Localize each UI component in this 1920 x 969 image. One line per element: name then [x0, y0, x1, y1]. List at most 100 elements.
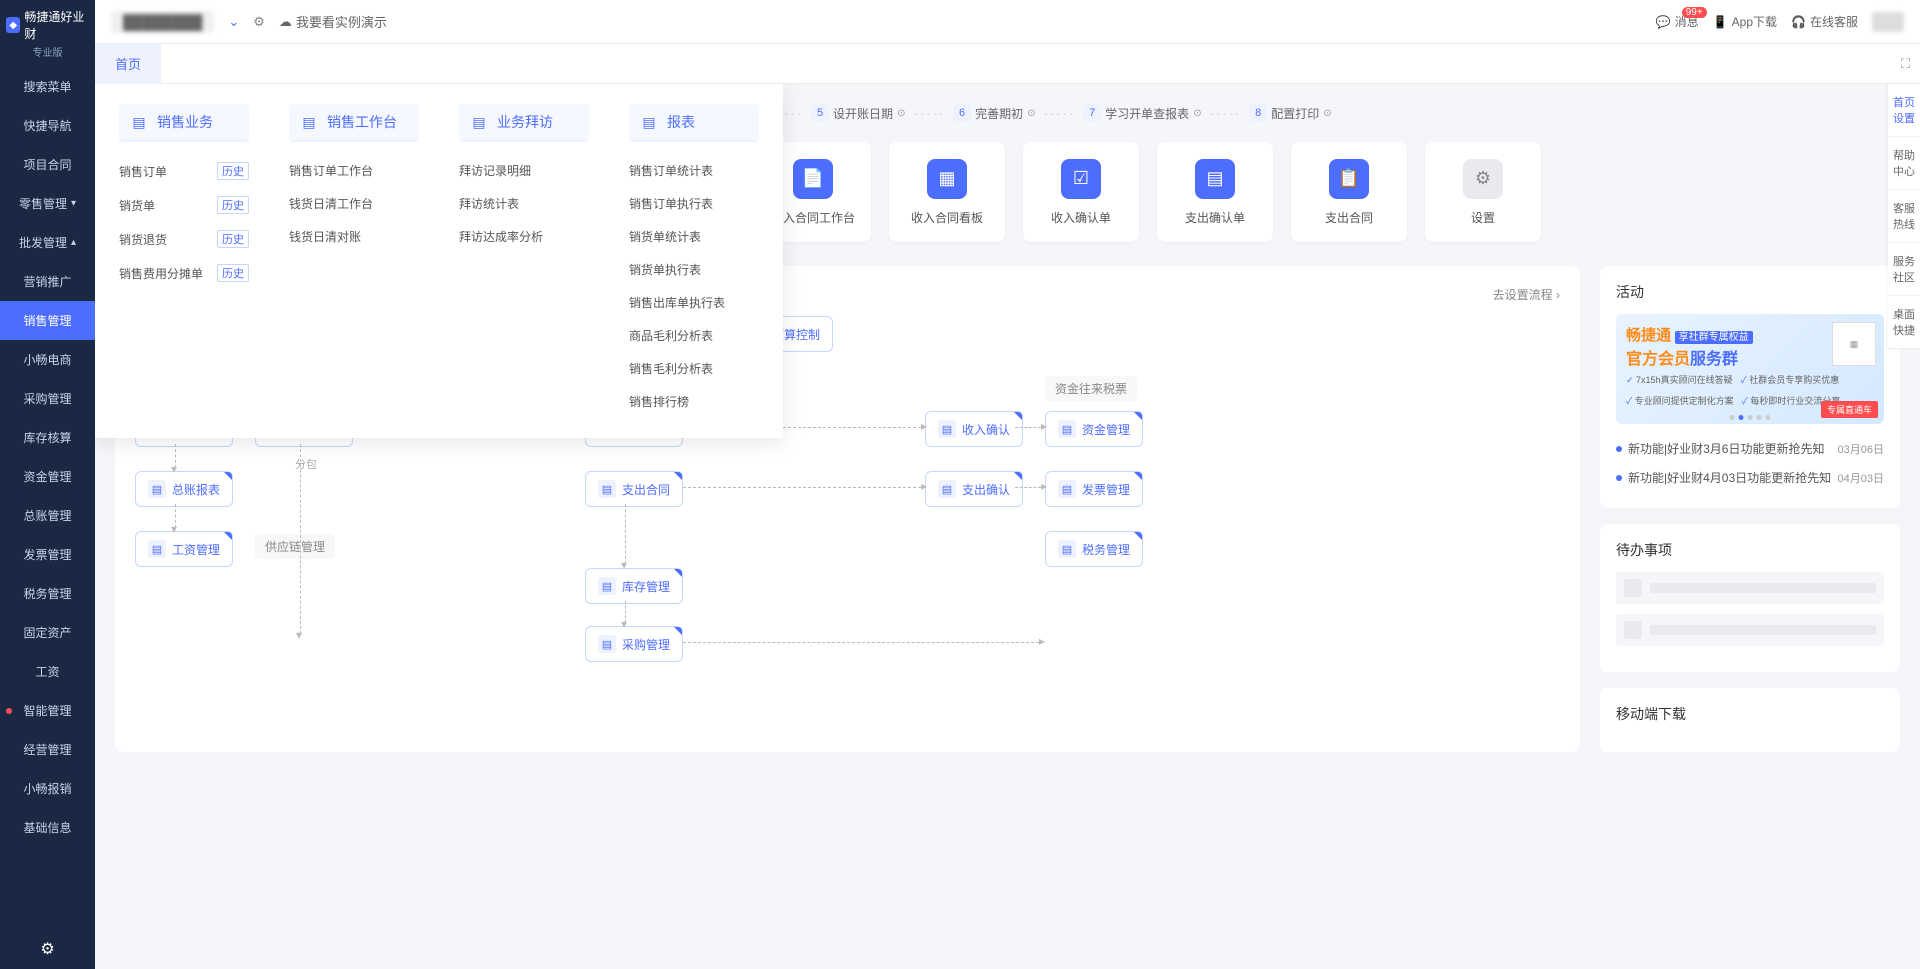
mega-item-1-1[interactable]: 钱货日清工作台	[289, 187, 419, 220]
sidebar-item-3[interactable]: 零售管理▾	[0, 184, 95, 223]
history-tag[interactable]: 历史	[217, 264, 249, 282]
tile-icon: ▦	[927, 159, 967, 199]
mega-item-2-2[interactable]: 拜访达成率分析	[459, 220, 589, 253]
user-avatar[interactable]	[1872, 12, 1904, 32]
flow-node-tax[interactable]: ▤税务管理	[1045, 531, 1143, 567]
sidebar-item-0[interactable]: 搜索菜单	[0, 67, 95, 106]
company-settings-icon[interactable]: ⚙	[253, 14, 265, 30]
news-date: 04月03日	[1838, 470, 1884, 486]
news-item-0[interactable]: 新功能|好业财3月6日功能更新抢先知03月06日	[1616, 434, 1884, 463]
step-6[interactable]: 6完善期初⊙	[953, 104, 1035, 122]
tile-5[interactable]: ⚙设置	[1425, 142, 1541, 242]
flow-node-purchase[interactable]: ▤采购管理	[585, 626, 683, 662]
rail-item-0[interactable]: 首页设置	[1888, 84, 1920, 137]
doc-icon: ▤	[1058, 540, 1076, 558]
mega-item-0-1[interactable]: 销货单历史	[119, 188, 249, 222]
step-5[interactable]: 5设开账日期⊙	[811, 104, 905, 122]
step-8[interactable]: 8配置打印⊙	[1249, 104, 1331, 122]
mega-item-3-4[interactable]: 销售出库单执行表	[629, 286, 759, 319]
news-item-1[interactable]: 新功能|好业财4月03日功能更新抢先知04月03日	[1616, 463, 1884, 492]
mega-item-3-2[interactable]: 销货单统计表	[629, 220, 759, 253]
history-tag[interactable]: 历史	[217, 162, 249, 180]
customer-service-button[interactable]: 🎧 在线客服	[1791, 13, 1858, 30]
mega-item-3-5[interactable]: 商品毛利分析表	[629, 319, 759, 352]
mega-item-3-3[interactable]: 销货单执行表	[629, 253, 759, 286]
promo-sub: 专业顾问提供定制化方案	[1626, 394, 1734, 407]
mega-item-1-2[interactable]: 钱货日清对账	[289, 220, 419, 253]
doc-icon: ▤	[598, 577, 616, 595]
flow-node-ledger[interactable]: ▤总账报表	[135, 471, 233, 507]
flow-settings-link[interactable]: 去设置流程 ›	[1493, 286, 1560, 303]
fullscreen-icon[interactable]: ⛶	[1901, 56, 1910, 72]
quick-tiles: 📄收入合同工作台▦收入合同看板☑收入确认单▤支出确认单📋支出合同⚙设置	[755, 142, 1900, 242]
tile-3[interactable]: ▤支出确认单	[1157, 142, 1273, 242]
mega-item-2-0[interactable]: 拜访记录明细	[459, 154, 589, 187]
todo-title: 待办事项	[1616, 540, 1884, 560]
demo-link[interactable]: ☁ 我要看实例演示	[279, 12, 387, 31]
sidebar-item-6[interactable]: 销售管理	[0, 301, 95, 340]
rail-item-3[interactable]: 服务社区	[1888, 243, 1920, 296]
flow-node-expense-confirm[interactable]: ▤支出确认	[925, 471, 1023, 507]
mega-item-0-3[interactable]: 销售费用分摊单历史	[119, 256, 249, 290]
promo-banner[interactable]: 畅捷通 享社群专属权益 官方会员服务群 7x15h真实顾问在线答疑社群会员专享购…	[1616, 314, 1884, 424]
sidebar-item-9[interactable]: 库存核算	[0, 418, 95, 457]
flow-node-fund[interactable]: ▤资金管理	[1045, 411, 1143, 447]
mega-item-3-6[interactable]: 销售毛利分析表	[629, 352, 759, 385]
app-download-label: App下载	[1732, 13, 1777, 30]
step-7[interactable]: 7学习开单查报表⊙	[1083, 104, 1201, 122]
sidebar-item-14[interactable]: 固定资产	[0, 613, 95, 652]
flow-node-invoice[interactable]: ▤发票管理	[1045, 471, 1143, 507]
rail-item-1[interactable]: 帮助中心	[1888, 137, 1920, 190]
history-tag[interactable]: 历史	[217, 196, 249, 214]
mega-item-3-1[interactable]: 销售订单执行表	[629, 187, 759, 220]
sidebar-item-2[interactable]: 项目合同	[0, 145, 95, 184]
sidebar-item-7[interactable]: 小畅电商	[0, 340, 95, 379]
sidebar-item-1[interactable]: 快捷导航	[0, 106, 95, 145]
node-label: 支出合同	[622, 481, 670, 498]
company-caret-icon[interactable]: ⌄	[228, 14, 239, 30]
tab-home[interactable]: 首页	[95, 44, 161, 84]
sidebar-item-19[interactable]: 基础信息	[0, 808, 95, 847]
sidebar-settings-icon[interactable]: ⚙	[0, 929, 95, 969]
messages-button[interactable]: 💬 消息 99+	[1656, 13, 1699, 30]
sidebar-item-13[interactable]: 税务管理	[0, 574, 95, 613]
sidebar-item-8[interactable]: 采购管理	[0, 379, 95, 418]
sidebar-item-4[interactable]: 批发管理▴	[0, 223, 95, 262]
sidebar-item-12[interactable]: 发票管理	[0, 535, 95, 574]
sidebar-item-16[interactable]: 智能管理	[0, 691, 95, 730]
flow-node-expense-contract[interactable]: ▤支出合同	[585, 471, 683, 507]
promo-cta[interactable]: 专属直通车	[1821, 401, 1878, 418]
app-download-button[interactable]: 📱 App下载	[1713, 13, 1777, 30]
history-tag[interactable]: 历史	[217, 230, 249, 248]
flow-node-inventory[interactable]: ▤库存管理	[585, 568, 683, 604]
sidebar-item-17[interactable]: 经营管理	[0, 730, 95, 769]
mega-item-0-2[interactable]: 销货退货历史	[119, 222, 249, 256]
mega-item-2-1[interactable]: 拜访统计表	[459, 187, 589, 220]
flow-node-salary[interactable]: ▤工资管理	[135, 531, 233, 567]
promo-brand: 畅捷通	[1626, 327, 1671, 344]
tile-4[interactable]: 📋支出合同	[1291, 142, 1407, 242]
rail-item-2[interactable]: 客服热线	[1888, 190, 1920, 243]
mobile-title: 移动端下载	[1616, 704, 1884, 724]
carousel-dots[interactable]	[1730, 415, 1771, 420]
company-selector[interactable]: ████████	[111, 11, 214, 33]
mega-head-0: ▤销售业务	[119, 104, 249, 142]
flow-arrow	[625, 601, 626, 623]
brand-edition: 专业版	[33, 44, 63, 59]
sidebar-item-15[interactable]: 工资	[0, 652, 95, 691]
sidebar-item-18[interactable]: 小畅报销	[0, 769, 95, 808]
customer-service-label: 在线客服	[1810, 13, 1858, 30]
flow-node-income-confirm[interactable]: ▤收入确认	[925, 411, 1023, 447]
tile-2[interactable]: ☑收入确认单	[1023, 142, 1139, 242]
mega-item-0-0[interactable]: 销售订单历史	[119, 154, 249, 188]
mega-item-3-0[interactable]: 销售订单统计表	[629, 154, 759, 187]
cloud-icon: ☁	[279, 14, 292, 30]
sidebar-item-10[interactable]: 资金管理	[0, 457, 95, 496]
rail-item-4[interactable]: 桌面快捷	[1888, 296, 1920, 349]
mega-item-3-7[interactable]: 销售排行榜	[629, 385, 759, 418]
sidebar-item-11[interactable]: 总账管理	[0, 496, 95, 535]
sidebar-item-5[interactable]: 营销推广	[0, 262, 95, 301]
mega-item-1-0[interactable]: 销售订单工作台	[289, 154, 419, 187]
tile-1[interactable]: ▦收入合同看板	[889, 142, 1005, 242]
flow-arrow	[1015, 487, 1041, 488]
